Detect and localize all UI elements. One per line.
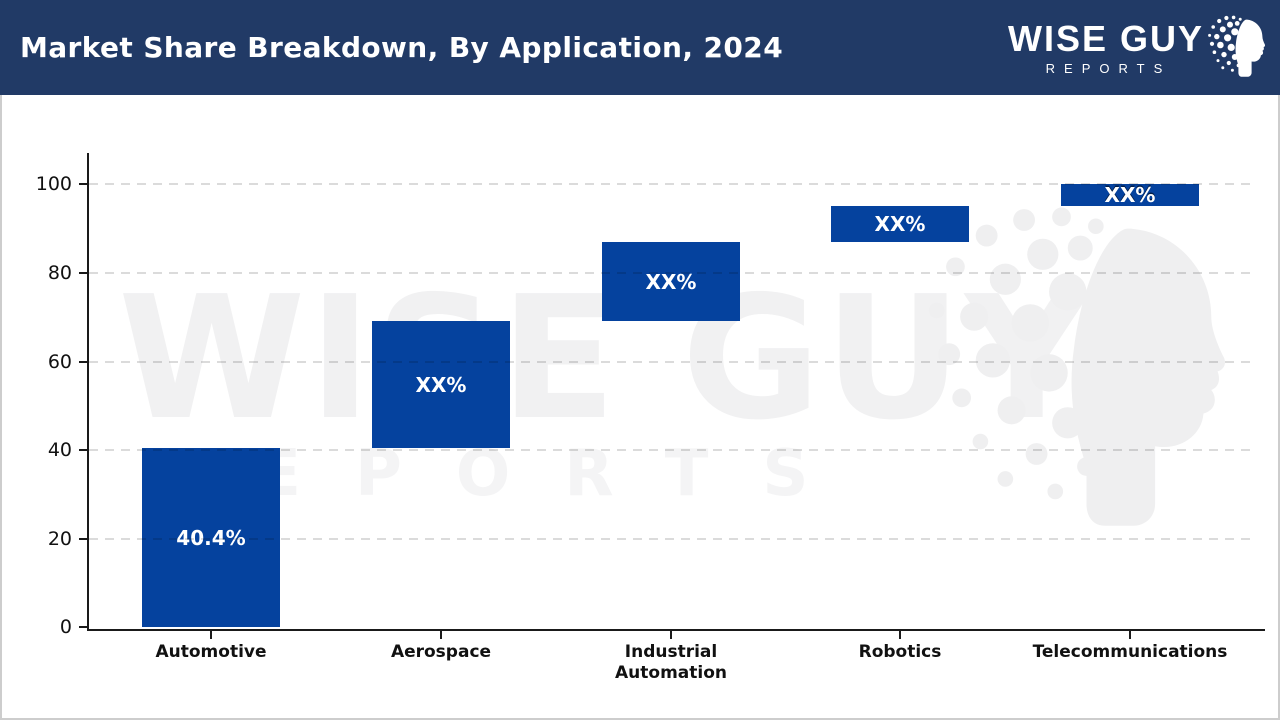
gridline-20 (89, 537, 1256, 540)
x-tick-2 (440, 631, 442, 639)
logo-line2: REPORTS (1045, 60, 1172, 76)
bar-value-label: XX% (645, 269, 697, 294)
gridline-40 (89, 449, 1256, 452)
bar-value-label: XX% (1104, 183, 1156, 208)
gridline-100 (89, 183, 1256, 186)
watermark-head-icon (928, 207, 1225, 526)
header-bar: Market Share Breakdown, By Application, … (0, 0, 1280, 95)
y-tick-label: 0 (59, 616, 72, 639)
bar-value-label: XX% (415, 372, 467, 397)
y-tick-100 (79, 183, 88, 186)
x-category-label: Telecommunications (1032, 642, 1228, 662)
y-tick-20 (79, 537, 88, 540)
x-category-label: Automotive (155, 642, 267, 662)
x-category-label: Aerospace (390, 642, 492, 662)
bar-robotics: XX% (831, 206, 969, 243)
bar-industrial-automation: XX% (602, 242, 740, 321)
x-axis-spine (87, 629, 1265, 631)
x-tick-4 (899, 631, 901, 639)
y-tick-80 (79, 272, 88, 274)
bar-aerospace: XX% (372, 320, 510, 449)
x-category-label: Robotics (858, 642, 942, 662)
x-tick-1 (210, 631, 212, 639)
gridline-80 (89, 272, 1256, 274)
y-tick-label: 80 (47, 262, 72, 284)
y-tick-40 (79, 449, 88, 452)
bar-telecommunications: XX% (1061, 183, 1199, 208)
y-axis-spine (87, 153, 89, 631)
bar-automotive: 40.4% (142, 448, 280, 628)
bar-value-label: XX% (874, 212, 926, 237)
y-tick-label: 60 (47, 350, 72, 373)
x-tick-3 (670, 631, 672, 639)
y-tick-label: 100 (35, 173, 72, 196)
chart-title: Market Share Breakdown, By Application, … (20, 31, 784, 64)
wiseguy-logo: WISE GUY REPORTS (1008, 15, 1266, 81)
y-tick-label: 20 (47, 527, 72, 550)
bar-value-label: 40.4% (176, 525, 246, 550)
y-tick-60 (79, 360, 88, 363)
x-tick-5 (1129, 631, 1131, 639)
wiseguy-head-icon (1208, 15, 1266, 77)
x-category-label: Industrial Automation (615, 642, 727, 683)
gridline-60 (89, 360, 1256, 363)
logo-wordmark: WISE GUY REPORTS (1007, 17, 1204, 76)
logo-line1: WISE GUY (1007, 17, 1204, 59)
y-tick-0 (79, 626, 88, 629)
y-tick-label: 40 (47, 439, 72, 462)
